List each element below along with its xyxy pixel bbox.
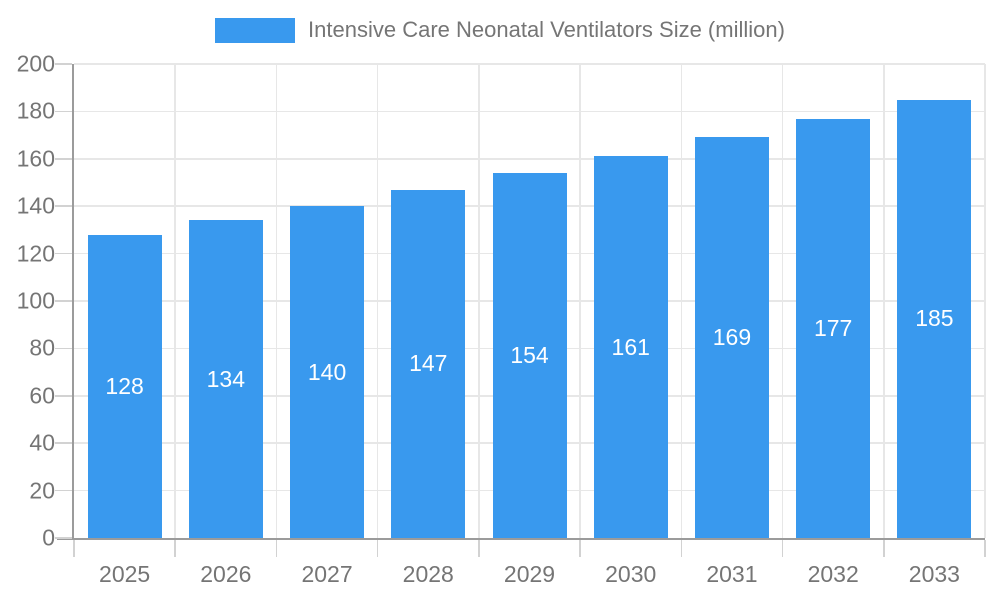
y-tick-label: 60 — [29, 382, 55, 409]
x-axis-tick — [275, 540, 278, 557]
bar-2027: 140 — [290, 206, 365, 538]
bar-value-label: 147 — [409, 350, 448, 377]
y-axis-tick — [55, 347, 72, 350]
bar-2031: 169 — [694, 137, 769, 538]
gridline-vertical — [984, 64, 986, 538]
x-axis-tick — [579, 540, 581, 557]
y-axis-tick — [55, 442, 72, 444]
gridline-vertical — [579, 64, 581, 538]
legend-swatch — [215, 17, 296, 43]
y-axis-tick — [55, 395, 72, 397]
x-tick-label: 2029 — [503, 561, 556, 587]
gridline-horizontal — [74, 158, 985, 160]
y-tick-label: 160 — [16, 145, 55, 172]
x-tick-label: 2031 — [706, 561, 758, 587]
x-tick-label: 2032 — [807, 561, 859, 587]
y-tick-label: 180 — [16, 97, 55, 124]
x-tick-label: 2030 — [605, 561, 657, 587]
bar-2029: 154 — [492, 173, 567, 538]
bar-2028: 147 — [391, 189, 466, 538]
y-axis-tick — [55, 63, 72, 65]
y-axis-line — [72, 64, 74, 540]
y-axis-tick — [55, 252, 72, 255]
y-axis-tick — [55, 300, 72, 302]
gridline-vertical — [781, 64, 784, 538]
x-tick-label: 2033 — [908, 561, 960, 587]
gridline-horizontal — [74, 110, 985, 113]
x-tick-label: 2026 — [200, 561, 252, 587]
x-axis-tick — [680, 540, 683, 557]
bar-value-label: 177 — [813, 314, 853, 341]
x-axis-tick — [984, 540, 986, 557]
gridline-horizontal — [74, 63, 985, 65]
x-axis-tick — [174, 540, 176, 557]
x-axis-tick — [883, 540, 885, 557]
legend-label: Intensive Care Neonatal Ventilators Size… — [308, 17, 785, 42]
x-tick-label: 2027 — [301, 561, 353, 587]
bar-value-label: 128 — [105, 372, 144, 399]
bar-value-label: 140 — [307, 358, 347, 385]
y-axis-tick — [55, 205, 72, 207]
bar-2030: 161 — [593, 156, 668, 538]
gridline-vertical — [478, 64, 480, 538]
bar-2025: 128 — [87, 234, 162, 538]
plot-area: 128 134 140 147 154 161 169 177 185 — [74, 63, 986, 538]
y-tick-label: 100 — [16, 287, 55, 314]
y-tick-label: 200 — [16, 50, 55, 77]
gridline-vertical — [883, 64, 885, 538]
bar-value-label: 161 — [611, 333, 650, 360]
bar-2026: 134 — [188, 220, 263, 538]
bar-2032: 177 — [796, 118, 871, 538]
x-tick-label: 2028 — [402, 561, 454, 587]
gridline-vertical — [376, 64, 379, 538]
y-tick-label: 120 — [16, 240, 55, 267]
gridline-vertical — [680, 64, 683, 538]
x-axis-tick — [781, 540, 784, 557]
x-axis-line — [57, 538, 985, 540]
y-axis-tick — [55, 489, 72, 492]
y-tick-label: 40 — [29, 429, 55, 456]
bar-value-label: 185 — [915, 305, 954, 332]
x-tick-label: 2025 — [99, 561, 151, 587]
bar-value-label: 169 — [712, 324, 752, 351]
y-tick-label: 80 — [29, 334, 55, 361]
x-axis-tick — [73, 540, 75, 557]
bar-2033: 185 — [897, 99, 972, 538]
gridline-vertical — [174, 64, 176, 538]
gridline-vertical — [275, 64, 278, 538]
y-axis-tick — [55, 537, 72, 539]
x-axis-tick — [478, 540, 480, 557]
y-tick-label: 140 — [16, 192, 55, 219]
y-axis-tick — [55, 110, 72, 113]
chart-legend-item[interactable]: Intensive Care Neonatal Ventilators Size… — [0, 17, 1000, 43]
bar-value-label: 134 — [206, 365, 246, 392]
y-axis-tick — [55, 158, 72, 160]
y-tick-label: 0 — [42, 524, 55, 551]
x-axis-tick — [376, 540, 379, 557]
bar-value-label: 154 — [510, 342, 549, 369]
y-tick-label: 20 — [29, 477, 55, 504]
